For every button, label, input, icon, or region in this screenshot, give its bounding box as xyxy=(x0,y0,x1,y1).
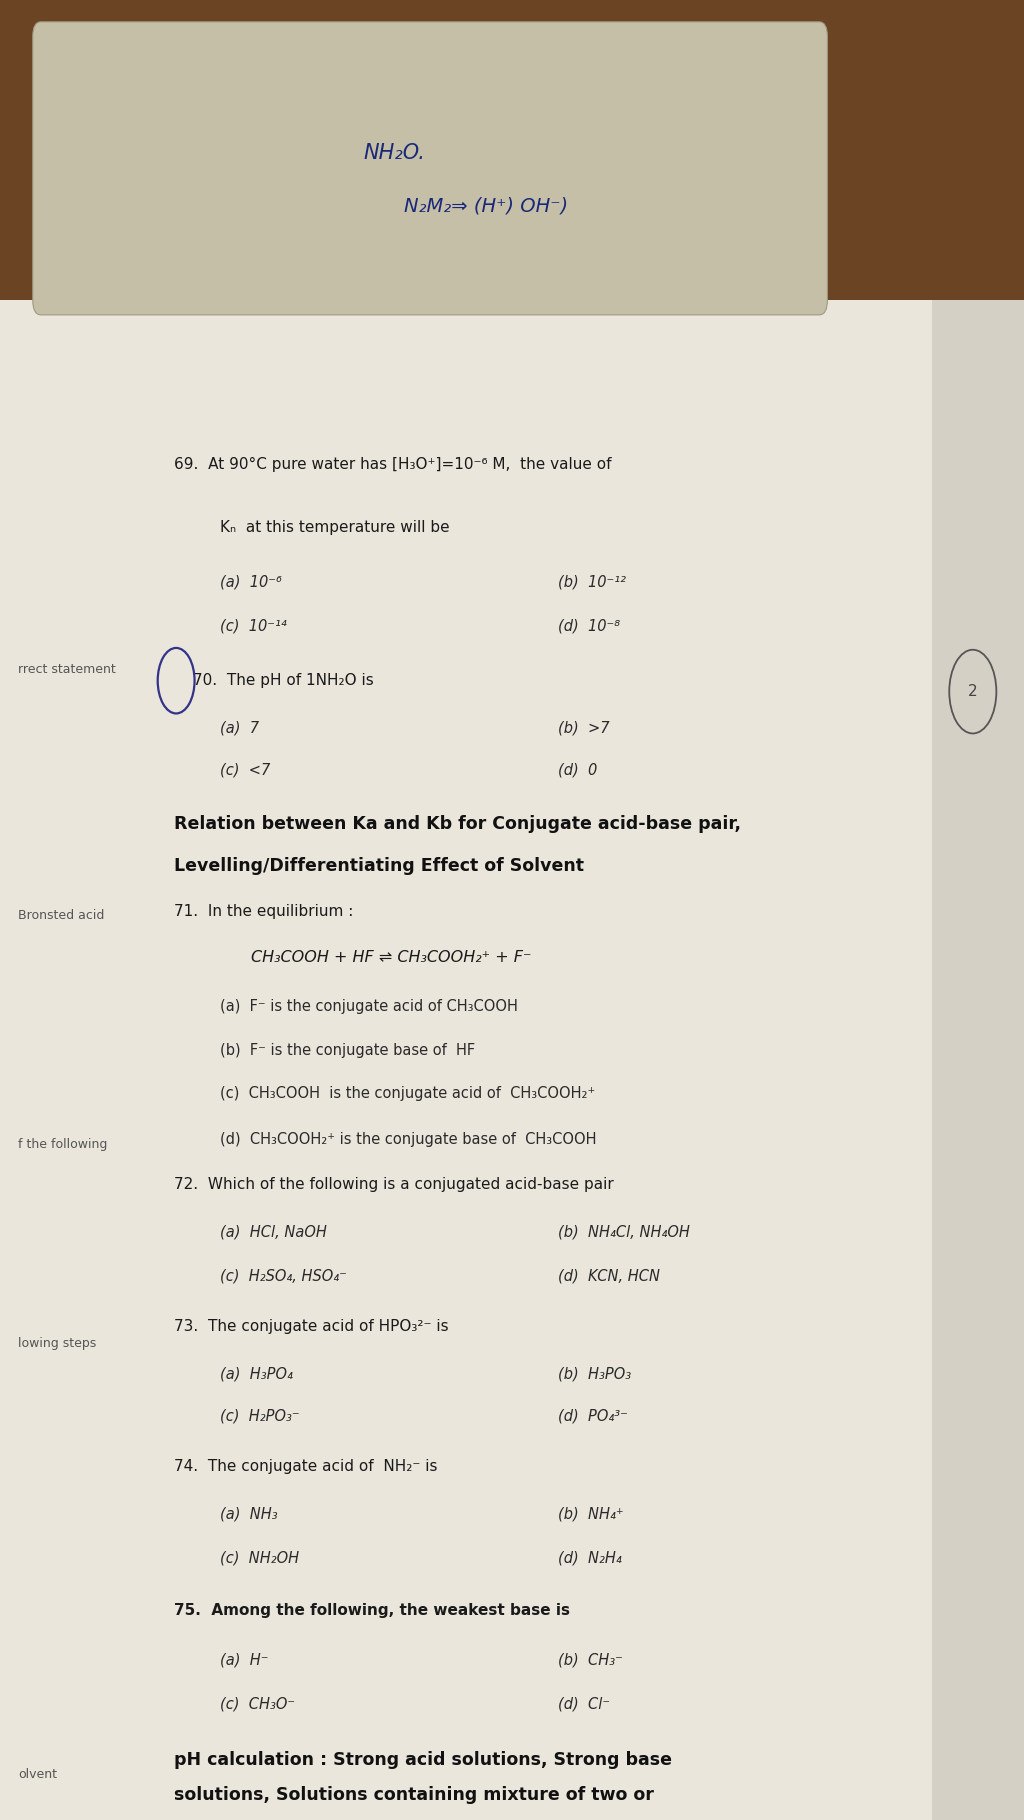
Text: CH₃COOH + HF ⇌ CH₃COOH₂⁺ + F⁻: CH₃COOH + HF ⇌ CH₃COOH₂⁺ + F⁻ xyxy=(251,950,531,965)
Text: (b)  F⁻ is the conjugate base of  HF: (b) F⁻ is the conjugate base of HF xyxy=(220,1043,475,1057)
Text: (a)  HCl, NaOH: (a) HCl, NaOH xyxy=(220,1225,327,1239)
Text: (b)  10⁻¹²: (b) 10⁻¹² xyxy=(558,575,626,590)
Text: (d)  10⁻⁸: (d) 10⁻⁸ xyxy=(558,619,621,633)
Text: (d)  PO₄³⁻: (d) PO₄³⁻ xyxy=(558,1409,628,1423)
Bar xyxy=(0,300,1024,1820)
Text: Bronsted acid: Bronsted acid xyxy=(18,908,104,923)
Text: (c)  10⁻¹⁴: (c) 10⁻¹⁴ xyxy=(220,619,287,633)
Text: (d)  CH₃COOH₂⁺ is the conjugate base of  CH₃COOH: (d) CH₃COOH₂⁺ is the conjugate base of C… xyxy=(220,1132,597,1147)
Text: (d)  Cl⁻: (d) Cl⁻ xyxy=(558,1696,610,1711)
Text: (b)  NH₄⁺: (b) NH₄⁺ xyxy=(558,1507,624,1522)
Text: (a)  H⁻: (a) H⁻ xyxy=(220,1653,268,1667)
Text: f the following: f the following xyxy=(18,1138,108,1152)
Bar xyxy=(0,0,1024,282)
Text: (a)  10⁻⁶: (a) 10⁻⁶ xyxy=(220,575,282,590)
Text: 72.  Which of the following is a conjugated acid-base pair: 72. Which of the following is a conjugat… xyxy=(174,1178,613,1192)
Text: lowing steps: lowing steps xyxy=(18,1336,96,1350)
Text: 71.  In the equilibrium :: 71. In the equilibrium : xyxy=(174,905,353,919)
Text: (b)  CH₃⁻: (b) CH₃⁻ xyxy=(558,1653,623,1667)
Text: (a)  NH₃: (a) NH₃ xyxy=(220,1507,278,1522)
FancyBboxPatch shape xyxy=(33,22,827,315)
Text: pH calculation : Strong acid solutions, Strong base: pH calculation : Strong acid solutions, … xyxy=(174,1751,672,1769)
Text: (a)  7: (a) 7 xyxy=(220,721,259,735)
Text: 70.  The pH of 1NH₂O is: 70. The pH of 1NH₂O is xyxy=(193,673,374,688)
Text: olvent: olvent xyxy=(18,1767,57,1782)
Text: (d)  0: (d) 0 xyxy=(558,763,597,777)
Text: 74.  The conjugate acid of  NH₂⁻ is: 74. The conjugate acid of NH₂⁻ is xyxy=(174,1460,437,1474)
Text: (b)  H₃PO₃: (b) H₃PO₃ xyxy=(558,1367,631,1381)
Text: 75.  Among the following, the weakest base is: 75. Among the following, the weakest bas… xyxy=(174,1603,570,1618)
Text: 2: 2 xyxy=(968,684,978,699)
Text: Kₙ  at this temperature will be: Kₙ at this temperature will be xyxy=(220,521,450,535)
Text: NH₂O.: NH₂O. xyxy=(364,144,425,162)
Text: (c)  CH₃COOH  is the conjugate acid of  CH₃COOH₂⁺: (c) CH₃COOH is the conjugate acid of CH₃… xyxy=(220,1087,595,1101)
Text: rrect statement: rrect statement xyxy=(18,662,116,677)
Text: (c)  CH₃O⁻: (c) CH₃O⁻ xyxy=(220,1696,295,1711)
Text: (d)  KCN, HCN: (d) KCN, HCN xyxy=(558,1269,660,1283)
Text: solutions, Solutions containing mixture of two or: solutions, Solutions containing mixture … xyxy=(174,1785,654,1804)
Text: (a)  H₃PO₄: (a) H₃PO₄ xyxy=(220,1367,293,1381)
Bar xyxy=(932,300,1024,1820)
Text: (c)  H₂SO₄, HSO₄⁻: (c) H₂SO₄, HSO₄⁻ xyxy=(220,1269,347,1283)
Text: (d)  N₂H₄: (d) N₂H₄ xyxy=(558,1551,622,1565)
Text: 69.  At 90°C pure water has [H₃O⁺]=10⁻⁶ M,  the value of: 69. At 90°C pure water has [H₃O⁺]=10⁻⁶ M… xyxy=(174,457,611,471)
Text: (b)  >7: (b) >7 xyxy=(558,721,609,735)
Text: Levelling/Differentiating Effect of Solvent: Levelling/Differentiating Effect of Solv… xyxy=(174,857,584,875)
Text: Relation between Ka and Kb for Conjugate acid-base pair,: Relation between Ka and Kb for Conjugate… xyxy=(174,815,741,834)
Text: (a)  F⁻ is the conjugate acid of CH₃COOH: (a) F⁻ is the conjugate acid of CH₃COOH xyxy=(220,999,518,1014)
Text: (c)  NH₂OH: (c) NH₂OH xyxy=(220,1551,299,1565)
Text: (c)  <7: (c) <7 xyxy=(220,763,270,777)
Text: (b)  NH₄Cl, NH₄OH: (b) NH₄Cl, NH₄OH xyxy=(558,1225,690,1239)
Text: (c)  H₂PO₃⁻: (c) H₂PO₃⁻ xyxy=(220,1409,300,1423)
Text: N₂M₂⇒ (H⁺) OH⁻): N₂M₂⇒ (H⁺) OH⁻) xyxy=(404,197,568,215)
Text: 73.  The conjugate acid of HPO₃²⁻ is: 73. The conjugate acid of HPO₃²⁻ is xyxy=(174,1320,449,1334)
